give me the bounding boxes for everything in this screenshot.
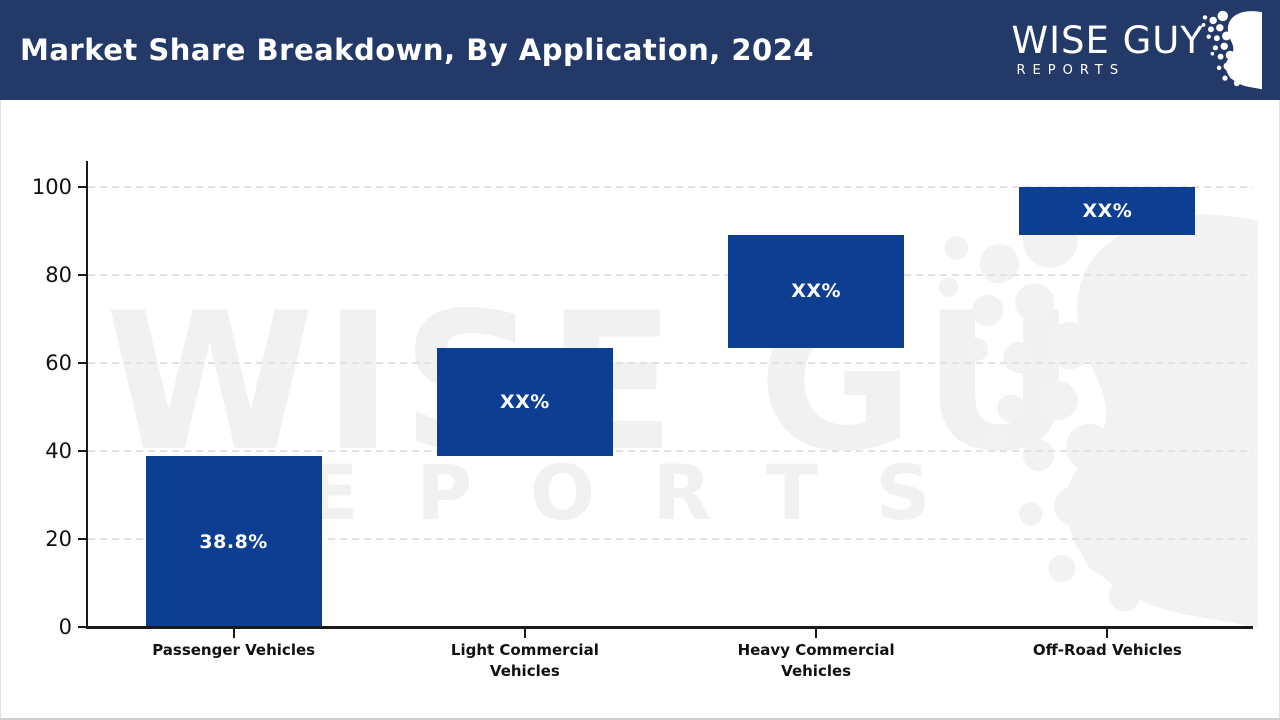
wiseguy-logo: WISE GUY REPORTS	[1012, 9, 1262, 91]
bar-value-label-passenger-vehicles: 38.8%	[199, 530, 268, 553]
plot: 0 20 40 60 80 100 38.8% Passenger Vehicles XX% Li…	[32, 161, 1253, 680]
gridline-80	[88, 274, 1253, 277]
x-tick-mark-heavy-commercial-vehicles	[815, 629, 818, 638]
y-tick-label-80: 80	[45, 263, 72, 288]
y-tick-mark-40	[78, 450, 86, 453]
bar-value-label-light-commercial-vehicles: XX%	[499, 391, 550, 414]
bar-off-road-vehicles: XX%	[1019, 187, 1196, 235]
y-tick-label-60: 60	[45, 351, 72, 376]
page-title: Market Share Breakdown, By Application, …	[20, 33, 815, 67]
y-tick-label-100: 100	[31, 175, 72, 200]
x-category-label-off-road-vehicles: Off-Road Vehicles	[1032, 641, 1182, 659]
header-bar: Market Share Breakdown, By Application, …	[0, 0, 1280, 100]
y-tick-mark-0	[78, 626, 86, 628]
gridline-60	[88, 362, 1253, 365]
bar-value-label-heavy-commercial-vehicles: XX%	[791, 280, 842, 303]
x-axis-line	[86, 626, 1253, 629]
x-tick-mark-passenger-vehicles	[232, 629, 235, 638]
logo-subtext: REPORTS	[1016, 63, 1126, 78]
y-tick-label-0: 0	[58, 615, 72, 639]
bar-heavy-commercial-vehicles: XX%	[728, 234, 905, 349]
y-tick-mark-100	[78, 186, 86, 189]
bar-passenger-vehicles: 38.8%	[145, 456, 322, 627]
gridline-100	[88, 186, 1253, 189]
logo-face-icon	[1201, 10, 1262, 90]
x-category-label-light-commercial-vehicles: Light Commercial Vehicles	[450, 641, 599, 680]
y-tick-label-20: 20	[45, 527, 72, 552]
x-category-label-passenger-vehicles: Passenger Vehicles	[152, 641, 316, 659]
logo-text: WISE GUY REPORTS	[1012, 22, 1204, 78]
watermark-face-icon	[938, 212, 1258, 628]
logo-wordmark: WISE GUY	[1011, 19, 1204, 62]
y-axis-line	[86, 161, 88, 629]
x-category-label-heavy-commercial-vehicles: Heavy Commercial Vehicles	[737, 641, 895, 680]
y-tick-mark-80	[78, 274, 86, 277]
y-tick-mark-20	[78, 538, 86, 541]
bar-light-commercial-vehicles: XX%	[436, 348, 613, 457]
x-tick-mark-light-commercial-vehicles	[523, 629, 526, 638]
y-tick-mark-60	[78, 362, 86, 365]
y-tick-label-40: 40	[45, 439, 72, 464]
x-tick-mark-off-road-vehicles	[1106, 629, 1109, 638]
gridline-40	[88, 450, 1253, 453]
gridline-20	[88, 538, 1253, 541]
chart-area: WISE GUY REPORTS 0 20 40 60 80 100 38.8% Passen…	[0, 100, 1280, 718]
bar-value-label-off-road-vehicles: XX%	[1082, 199, 1133, 222]
